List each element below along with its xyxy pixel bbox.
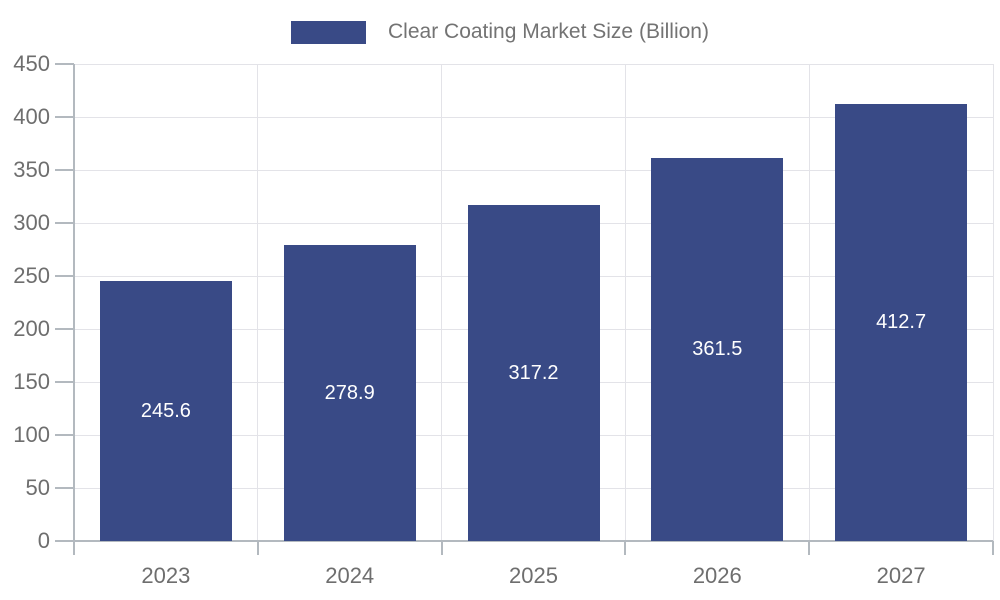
- y-axis-tick: [55, 116, 74, 118]
- y-axis-tick-label: 200: [13, 316, 50, 341]
- bar-2025: [467, 204, 600, 541]
- y-axis-tick: [55, 487, 74, 489]
- y-axis-tick-label: 300: [13, 210, 50, 235]
- bar-value-label: 317.2: [508, 361, 559, 384]
- bar-2023: [99, 280, 232, 541]
- x-axis-tick-label: 2024: [325, 563, 375, 588]
- x-axis-tick: [256, 541, 259, 555]
- y-axis-tick-label: 350: [13, 157, 50, 182]
- y-axis-tick: [55, 222, 74, 224]
- y-axis-tick: [55, 275, 74, 277]
- x-axis-tick: [440, 541, 443, 555]
- legend-item[interactable]: Clear Coating Market Size (Billion): [0, 19, 1000, 45]
- y-axis-tick: [55, 540, 74, 542]
- x-axis-tick-label: 2023: [141, 563, 191, 588]
- legend-swatch-icon: [291, 20, 367, 44]
- y-axis-tick: [55, 434, 74, 436]
- bar-2027: [835, 103, 968, 541]
- legend-label: Clear Coating Market Size (Billion): [388, 20, 709, 43]
- gridline-horizontal: [74, 169, 993, 171]
- x-axis-tick-label: 2027: [876, 563, 926, 588]
- x-axis-line: [74, 540, 993, 542]
- bar-2026: [651, 157, 784, 541]
- x-axis-tick-label: 2026: [692, 563, 742, 588]
- bar-2024: [283, 245, 416, 541]
- y-axis-tick: [55, 63, 74, 65]
- gridline-vertical: [624, 64, 626, 541]
- gridline-vertical: [257, 64, 259, 541]
- gridline-vertical: [441, 64, 443, 541]
- y-axis-tick-label: 100: [13, 422, 50, 447]
- y-axis-tick: [55, 169, 74, 171]
- gridline-vertical: [992, 64, 994, 541]
- x-axis-tick: [992, 541, 994, 555]
- y-axis-tick-label: 450: [13, 51, 50, 76]
- x-axis-tick-label: 2025: [509, 563, 558, 588]
- y-axis-tick-label: 50: [25, 475, 50, 500]
- y-axis-line: [73, 64, 75, 555]
- bar-value-label: 245.6: [140, 399, 191, 422]
- y-axis-tick: [55, 328, 74, 330]
- y-axis-tick-label: 0: [37, 528, 50, 553]
- y-axis-tick: [55, 381, 74, 383]
- bar-value-label: 278.9: [324, 382, 375, 405]
- bar-value-label: 361.5: [692, 338, 743, 361]
- gridline-horizontal: [74, 63, 993, 65]
- y-axis-tick-label: 150: [13, 369, 50, 394]
- y-axis-tick-label: 400: [13, 104, 50, 129]
- bar-value-label: 412.7: [876, 311, 927, 334]
- x-axis-tick: [808, 541, 811, 555]
- y-axis-tick-label: 250: [13, 263, 50, 288]
- gridline-horizontal: [74, 116, 993, 118]
- gridline-vertical: [808, 64, 810, 541]
- x-axis-tick: [624, 541, 627, 555]
